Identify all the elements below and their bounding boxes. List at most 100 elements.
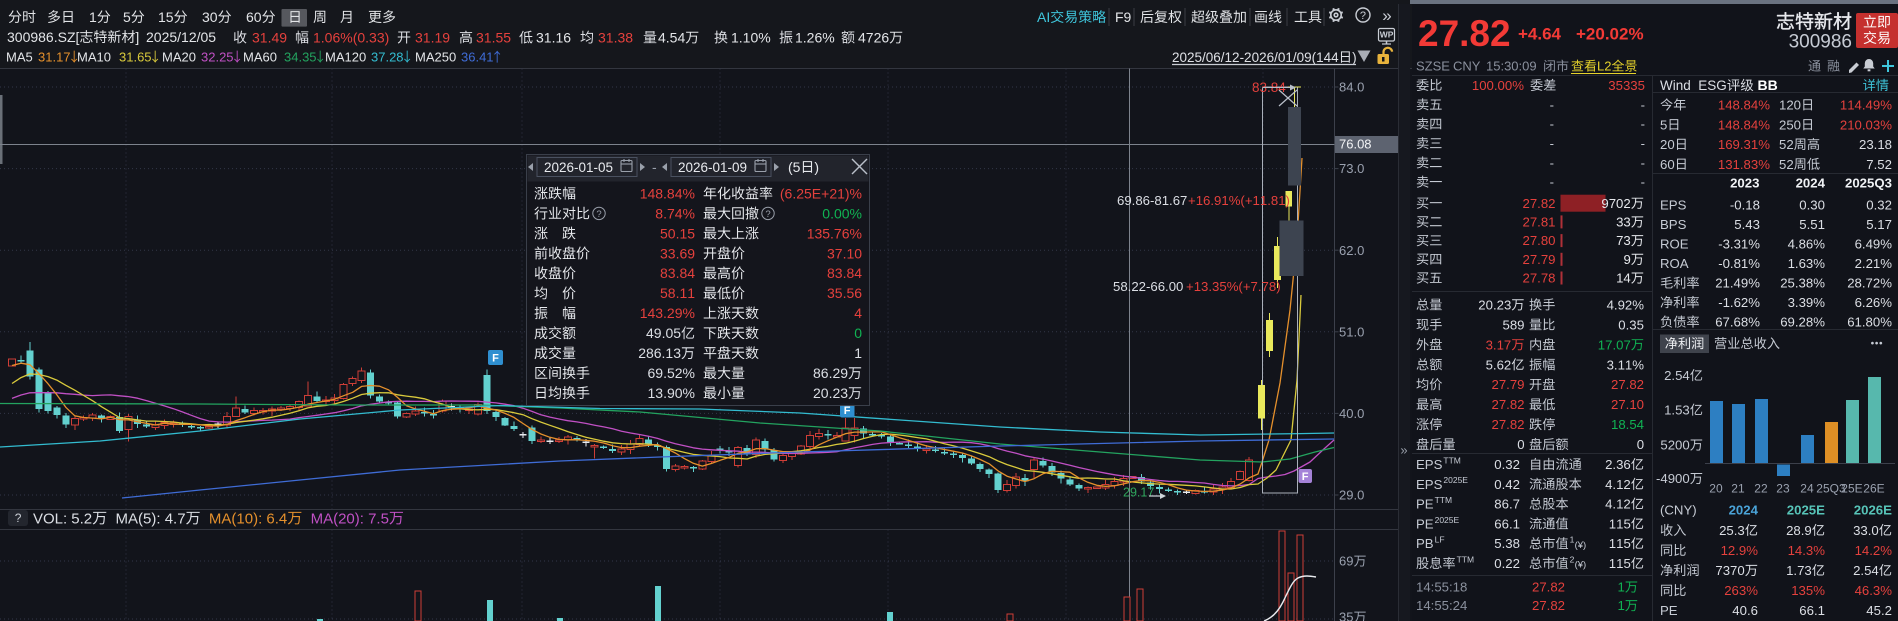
svg-text:5.38: 5.38: [1494, 536, 1520, 551]
svg-text:14.3%: 14.3%: [1788, 543, 1826, 558]
svg-text:23: 23: [1776, 482, 1790, 496]
svg-text:14.2%: 14.2%: [1855, 543, 1893, 558]
svg-text:-: -: [1641, 175, 1645, 190]
svg-text:31.19: 31.19: [415, 29, 450, 45]
svg-text:1: 1: [1618, 580, 1625, 595]
svg-text:131.83%: 131.83%: [1718, 157, 1770, 172]
svg-text:52: 52: [1779, 137, 1794, 152]
svg-text:27.82: 27.82: [1532, 598, 1565, 613]
svg-text:MA(5):: MA(5):: [116, 510, 161, 527]
svg-text:27.81: 27.81: [1523, 215, 1556, 230]
svg-text:7370: 7370: [1715, 563, 1744, 578]
svg-text:13.90%: 13.90%: [648, 385, 695, 401]
svg-text:MA20: MA20: [162, 50, 196, 65]
svg-text:+20.02%: +20.02%: [1576, 25, 1644, 44]
svg-text:27.79: 27.79: [1523, 252, 1556, 267]
svg-text:2025Q3: 2025Q3: [1845, 176, 1892, 191]
svg-text:35335: 35335: [1608, 78, 1645, 93]
svg-text:»: »: [1382, 6, 1391, 25]
svg-text:7.52: 7.52: [1866, 157, 1892, 172]
svg-text:PE: PE: [1660, 603, 1678, 618]
svg-text:1.06%(0.33): 1.06%(0.33): [313, 29, 389, 45]
svg-text:2025/12/05: 2025/12/05: [146, 29, 216, 45]
svg-text:25E: 25E: [1841, 482, 1862, 496]
svg-text:?: ?: [15, 511, 22, 525]
svg-text:84.0: 84.0: [1339, 80, 1364, 95]
svg-text:): ): [814, 159, 819, 175]
svg-text:-1.62%: -1.62%: [1718, 295, 1760, 310]
svg-text:CNY: CNY: [1453, 59, 1481, 74]
svg-text:-: -: [1641, 155, 1645, 170]
svg-text:MA60: MA60: [243, 50, 277, 65]
svg-text:25.38%: 25.38%: [1780, 276, 1825, 291]
svg-text:31.55: 31.55: [476, 29, 511, 45]
svg-text:23.18: 23.18: [1859, 137, 1892, 152]
svg-text:4.54: 4.54: [658, 29, 685, 45]
svg-text:32.25: 32.25: [201, 50, 234, 65]
svg-text:5.43: 5.43: [1734, 217, 1760, 232]
svg-text:51.0: 51.0: [1339, 324, 1364, 339]
svg-text:35.56: 35.56: [827, 285, 862, 301]
svg-text:52: 52: [1779, 157, 1794, 172]
svg-text:2025E: 2025E: [1443, 475, 1468, 485]
svg-text:2.54: 2.54: [1664, 368, 1690, 383]
svg-text:2.36: 2.36: [1605, 457, 1631, 472]
svg-text:114.49%: 114.49%: [1840, 98, 1892, 113]
svg-text:58.11: 58.11: [660, 285, 695, 301]
svg-text:0.22: 0.22: [1494, 556, 1520, 571]
svg-text:250: 250: [1779, 117, 1801, 132]
svg-text:1.63%: 1.63%: [1788, 256, 1826, 271]
svg-text:148.84%: 148.84%: [1718, 117, 1770, 132]
svg-text:2023: 2023: [1730, 176, 1759, 191]
svg-text:MA250: MA250: [415, 50, 456, 65]
svg-text:-: -: [1550, 175, 1554, 190]
svg-text:49.05: 49.05: [646, 325, 681, 341]
svg-text:0.35: 0.35: [1618, 317, 1644, 332]
svg-text:-: -: [652, 159, 657, 175]
svg-text:20: 20: [1709, 482, 1723, 496]
svg-text:148.84%: 148.84%: [640, 185, 695, 201]
svg-text:BB: BB: [1758, 77, 1778, 93]
svg-text:143.29%: 143.29%: [640, 305, 695, 321]
svg-text:27.10: 27.10: [1611, 397, 1644, 412]
svg-text:20.23: 20.23: [1478, 297, 1511, 312]
svg-text:PE: PE: [1416, 497, 1434, 512]
svg-text:40.6: 40.6: [1732, 603, 1758, 618]
svg-text:4.86%: 4.86%: [1788, 237, 1826, 252]
svg-text:6.4: 6.4: [266, 510, 287, 527]
svg-text:83.84: 83.84: [827, 265, 862, 281]
svg-text:2024: 2024: [1729, 503, 1759, 518]
svg-text:69.28%: 69.28%: [1780, 315, 1825, 330]
svg-text:PB: PB: [1416, 536, 1434, 551]
svg-text:2026-01-09: 2026-01-09: [678, 160, 747, 175]
svg-text:PE: PE: [1416, 516, 1434, 531]
svg-text:-: -: [1641, 97, 1645, 112]
svg-text:+4.64: +4.64: [1518, 25, 1562, 44]
svg-text:5200: 5200: [1660, 438, 1689, 453]
svg-text:-: -: [1550, 136, 1554, 151]
svg-text:BPS: BPS: [1660, 217, 1687, 232]
svg-text:ROA: ROA: [1660, 256, 1689, 271]
svg-text:169.31%: 169.31%: [1718, 137, 1770, 152]
svg-text:29.0: 29.0: [1339, 488, 1364, 503]
svg-text:TTM: TTM: [1435, 495, 1452, 505]
svg-text:-: -: [1550, 97, 1554, 112]
svg-text:?: ?: [765, 209, 770, 220]
svg-text:2.21%: 2.21%: [1855, 256, 1893, 271]
svg-text:115: 115: [1609, 556, 1631, 571]
svg-text:31.16: 31.16: [536, 29, 571, 45]
svg-text:45.2: 45.2: [1866, 603, 1892, 618]
svg-text:148.84%: 148.84%: [1718, 98, 1770, 113]
svg-text:2025E: 2025E: [1435, 515, 1460, 525]
svg-text:25.3: 25.3: [1719, 523, 1745, 538]
svg-text:27.82: 27.82: [1492, 417, 1525, 432]
svg-text:MA5: MA5: [6, 50, 33, 65]
svg-text:1: 1: [1618, 598, 1625, 613]
svg-text:?: ?: [1360, 10, 1366, 22]
svg-text:2: 2: [1570, 554, 1575, 564]
svg-text:EPS: EPS: [1660, 198, 1687, 213]
svg-text:135.76%: 135.76%: [807, 225, 862, 241]
svg-text:2025E: 2025E: [1787, 503, 1825, 518]
svg-text:120: 120: [1779, 98, 1801, 113]
svg-text:(CNY): (CNY): [1660, 503, 1697, 518]
